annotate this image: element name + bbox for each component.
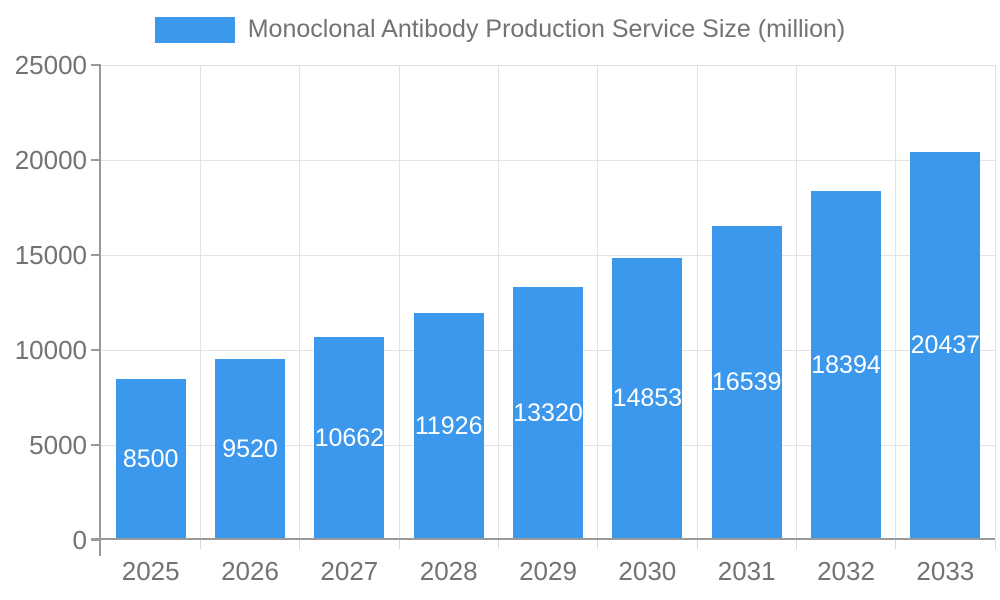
bar[interactable] [612, 257, 683, 540]
y-axis-tick [91, 254, 101, 256]
bar-value-label: 14853 [612, 384, 683, 413]
bar-value-label: 8500 [122, 444, 179, 473]
bar[interactable] [711, 225, 782, 540]
bar[interactable] [413, 313, 484, 540]
bar-value-label: 10662 [314, 424, 385, 453]
x-axis-tick [299, 540, 301, 549]
bar[interactable] [910, 151, 981, 540]
y-axis-tick [91, 64, 101, 66]
x-tick-label: 2030 [618, 556, 677, 586]
gridline-vertical [795, 65, 797, 540]
y-axis-tick [91, 539, 101, 541]
bar[interactable] [811, 190, 881, 540]
gridline-vertical [299, 65, 301, 540]
y-tick-label: 5000 [29, 430, 87, 460]
bar-value-label: 20437 [910, 331, 981, 360]
x-axis-tick [199, 540, 201, 549]
bar-value-label: 9520 [222, 435, 278, 464]
legend-label: Monoclonal Antibody Production Service S… [247, 15, 846, 43]
x-tick-label: 2028 [419, 556, 478, 586]
gridline-horizontal [101, 64, 995, 66]
gridline-vertical [597, 65, 599, 540]
bar[interactable] [513, 286, 583, 540]
y-axis-tick [91, 159, 101, 161]
y-tick-label: 10000 [14, 335, 87, 365]
gridline-vertical [497, 65, 499, 540]
x-axis-tick [994, 540, 996, 549]
gridline-vertical [696, 65, 698, 540]
gridline-vertical [199, 65, 201, 540]
x-tick-label: 2026 [221, 556, 279, 586]
x-axis-tick [497, 540, 499, 549]
bar-value-label: 18394 [811, 350, 881, 379]
gridline-vertical [895, 65, 897, 540]
x-tick-label: 2027 [320, 556, 379, 586]
y-tick-label: 0 [72, 525, 87, 555]
x-tick-label: 2033 [916, 556, 975, 586]
legend-swatch [154, 16, 235, 43]
y-tick-label: 15000 [14, 240, 87, 270]
x-axis-tick [597, 540, 599, 549]
y-tick-label: 25000 [14, 50, 87, 80]
bar[interactable] [314, 337, 385, 540]
bar-value-label: 16539 [711, 368, 782, 397]
x-tick-label: 2031 [717, 556, 776, 586]
gridline-horizontal [101, 159, 995, 161]
bar-value-label: 13320 [513, 398, 583, 427]
legend[interactable]: Monoclonal Antibody Production Service S… [0, 15, 1000, 44]
x-axis-tick [795, 540, 797, 549]
bar-value-label: 11926 [414, 412, 483, 441]
y-axis-tick [91, 349, 101, 351]
x-axis-tick [696, 540, 698, 549]
y-tick-label: 20000 [14, 145, 87, 175]
x-tick-label: 2025 [121, 556, 180, 586]
x-tick-label: 2029 [519, 556, 577, 586]
x-axis-tick [398, 540, 400, 549]
y-axis-tick [91, 444, 101, 446]
bar[interactable] [215, 359, 285, 540]
x-axis-line [91, 538, 995, 540]
y-axis-line [99, 64, 101, 556]
x-axis-tick [895, 540, 897, 549]
gridline-horizontal [101, 254, 995, 256]
x-tick-label: 2032 [817, 556, 875, 586]
gridline-vertical [398, 65, 400, 540]
gridline-vertical [994, 65, 996, 540]
bar[interactable] [115, 378, 186, 540]
